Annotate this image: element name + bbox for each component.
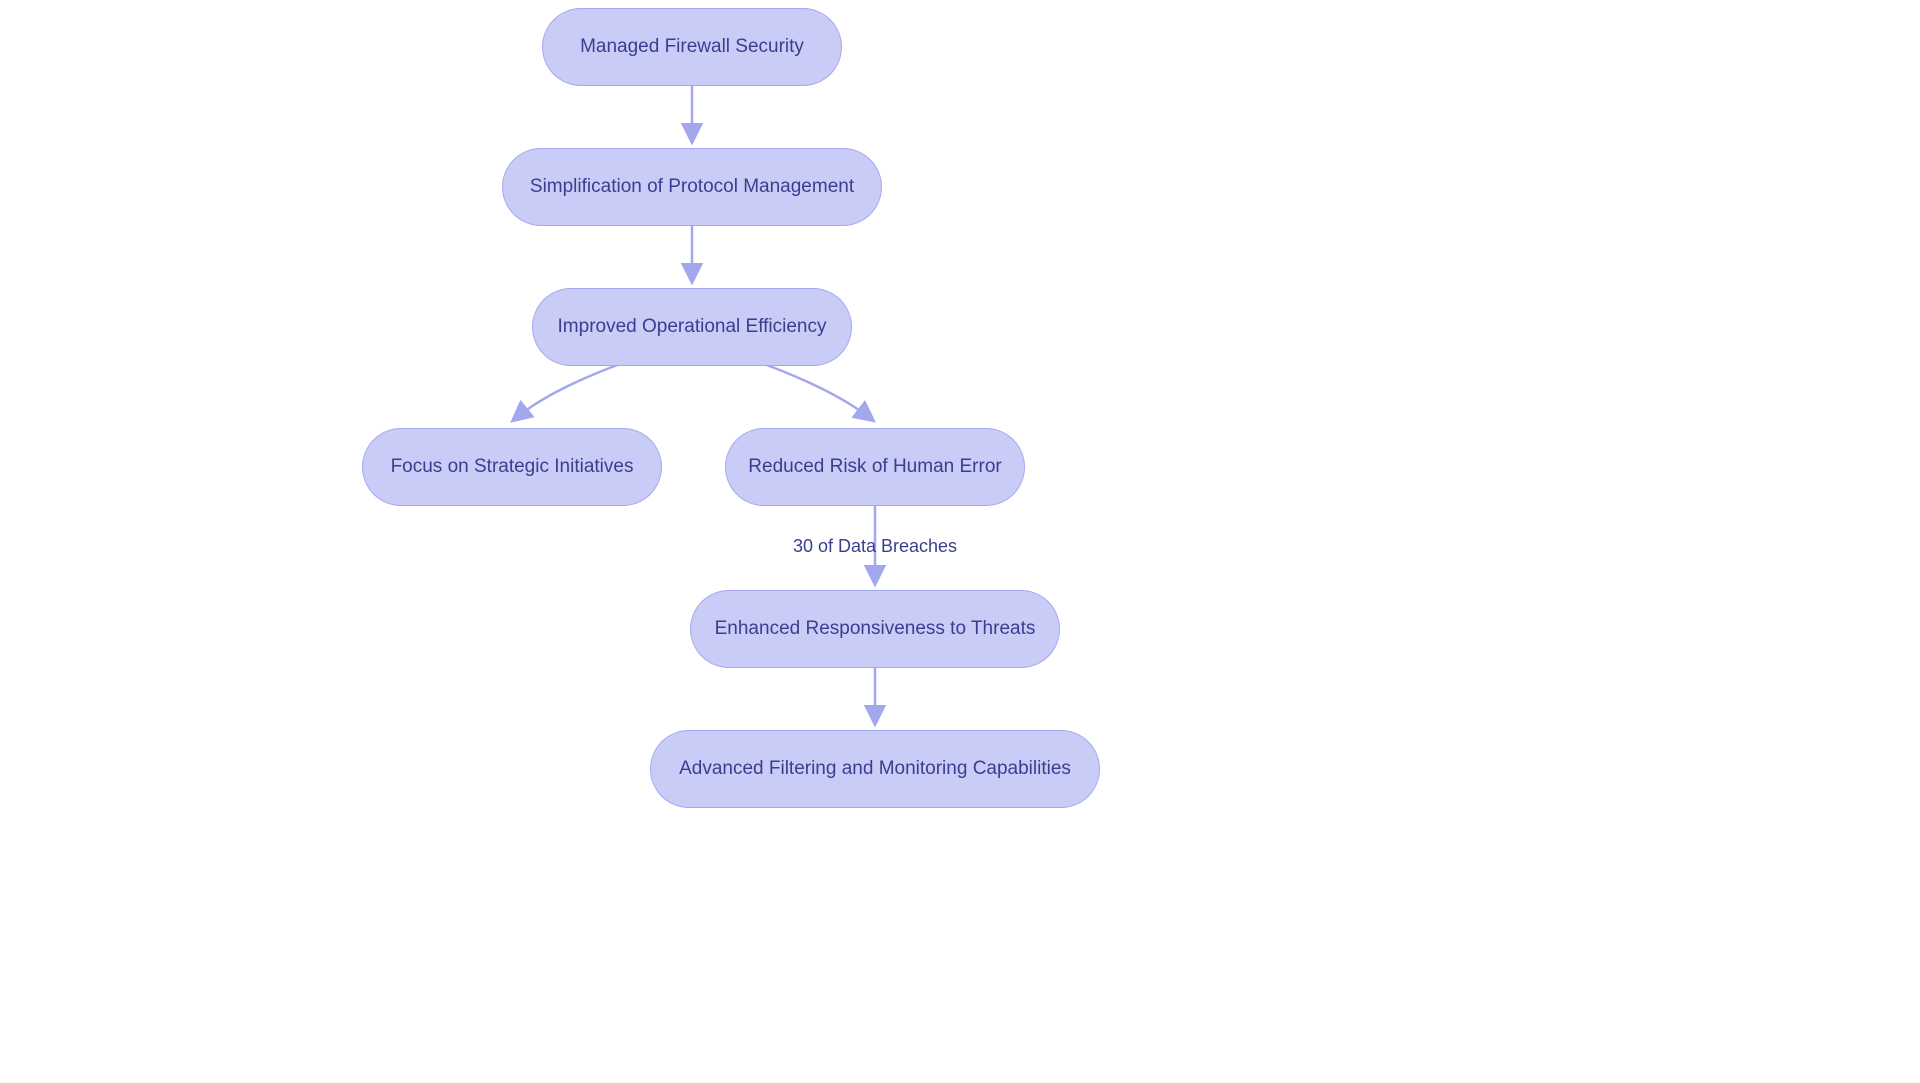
flowchart-node: Improved Operational Efficiency [532, 288, 852, 366]
flowchart-node: Advanced Filtering and Monitoring Capabi… [650, 730, 1100, 808]
flowchart-node-label: Managed Firewall Security [580, 36, 804, 58]
flowchart-node: Enhanced Responsiveness to Threats [690, 590, 1060, 668]
flowchart-node: Focus on Strategic Initiatives [362, 428, 662, 506]
flowchart-node-label: Enhanced Responsiveness to Threats [715, 618, 1036, 640]
flowchart-node: Reduced Risk of Human Error [725, 428, 1025, 506]
flowchart-node-label: Advanced Filtering and Monitoring Capabi… [679, 758, 1071, 780]
flowchart-node: Managed Firewall Security [542, 8, 842, 86]
flowchart-edge [764, 364, 870, 418]
flowchart-node-label: Reduced Risk of Human Error [748, 456, 1001, 478]
flowchart-edge-label: 30 of Data Breaches [755, 536, 995, 557]
flowchart-node: Simplification of Protocol Management [502, 148, 882, 226]
flowchart-node-label: Improved Operational Efficiency [558, 316, 827, 338]
flowchart-node-label: Focus on Strategic Initiatives [391, 456, 634, 478]
flowchart-node-label: Simplification of Protocol Management [530, 176, 854, 198]
flowchart-edge [516, 364, 620, 418]
